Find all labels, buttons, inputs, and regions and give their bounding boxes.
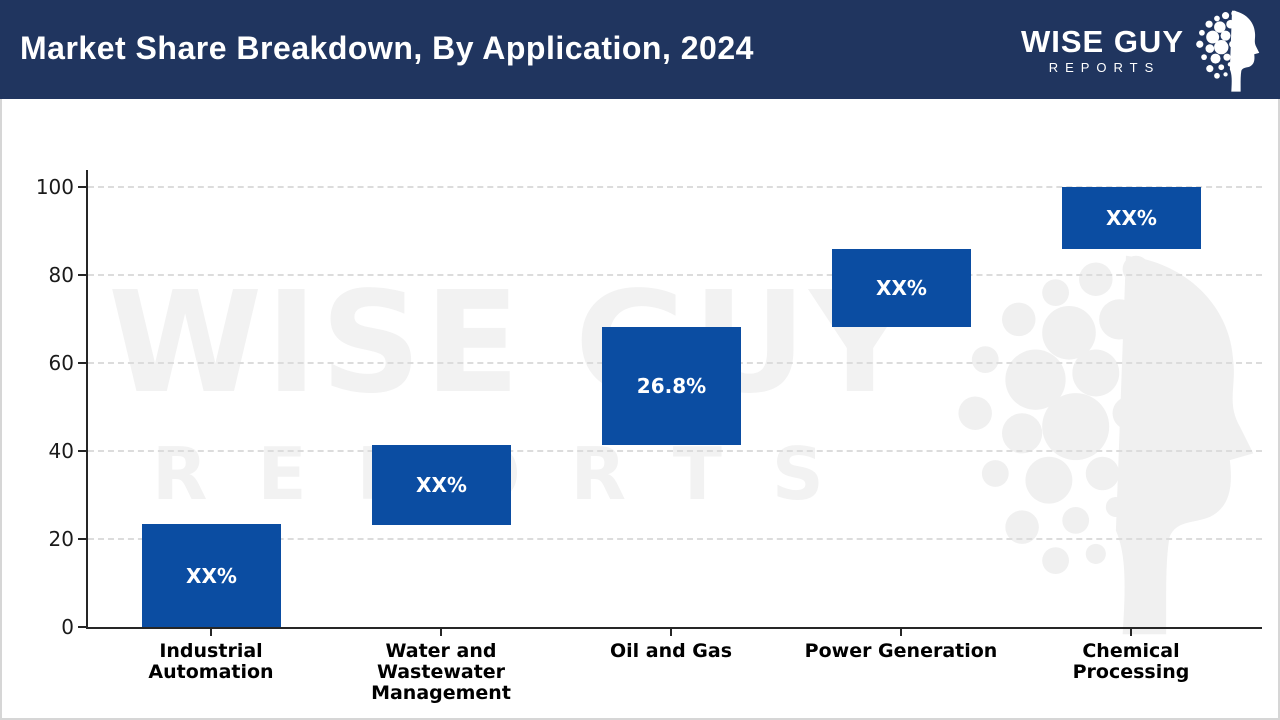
bar-industrial-automation: XX%: [142, 524, 281, 627]
x-tick-chemical-processing: [1130, 629, 1132, 636]
y-tick-60: [78, 362, 86, 364]
y-tick-label-40: 40: [48, 439, 74, 463]
bar-value-label: XX%: [1106, 206, 1157, 230]
y-tick-label-80: 80: [48, 263, 74, 287]
watermark-subtitle: REPORTS: [152, 432, 874, 516]
bar-value-label: 26.8%: [636, 374, 707, 398]
bar-chemical-processing: XX%: [1062, 187, 1201, 249]
y-tick-label-0: 0: [61, 615, 74, 639]
y-axis-line: [86, 170, 88, 629]
bar-oil-and-gas: 26.8%: [602, 327, 741, 445]
y-tick-100: [78, 186, 86, 188]
page-title: Market Share Breakdown, By Application, …: [20, 30, 754, 66]
y-tick-40: [78, 450, 86, 452]
x-tick-power-generation: [900, 629, 902, 636]
y-tick-label-20: 20: [48, 527, 74, 551]
x-tick-water-and-wastewater-management: [440, 629, 442, 636]
bar-water-and-wastewater-management: XX%: [372, 445, 511, 525]
x-axis-line: [86, 627, 1262, 629]
x-label-industrial-automation: Industrial Automation: [148, 640, 274, 683]
y-tick-label-60: 60: [48, 351, 74, 375]
x-label-power-generation: Power Generation: [804, 640, 998, 662]
x-label-water-and-wastewater-management: Water and Wastewater Management: [371, 640, 511, 704]
gridline-40: [88, 450, 1262, 452]
watermark-wordmark: WISE GUY: [108, 262, 914, 425]
wiseguy-logo: WISE GUY REPORTS: [1021, 6, 1266, 94]
bar-value-label: XX%: [876, 276, 927, 300]
x-tick-oil-and-gas: [670, 629, 672, 636]
x-label-oil-and-gas: Oil and Gas: [609, 640, 733, 662]
x-label-chemical-processing: Chemical Processing: [1072, 640, 1190, 683]
wiseguy-head-icon: [1196, 10, 1260, 92]
y-tick-80: [78, 274, 86, 276]
gridline-20: [88, 538, 1262, 540]
wiseguy-logo-text: WISE GUY REPORTS: [1020, 24, 1184, 76]
logo-subtitle: REPORTS: [1048, 60, 1161, 75]
y-tick-20: [78, 538, 86, 540]
gridline-80: [88, 274, 1262, 276]
bar-value-label: XX%: [186, 563, 237, 588]
y-tick-0: [78, 626, 86, 628]
logo-wordmark: WISE GUY: [1020, 24, 1184, 59]
watermark-head-icon: [958, 255, 1254, 635]
x-tick-industrial-automation: [210, 629, 212, 636]
y-tick-label-100: 100: [35, 175, 74, 199]
bar-value-label: XX%: [416, 473, 467, 497]
gridline-100: [88, 186, 1262, 188]
bar-power-generation: XX%: [832, 249, 971, 327]
header-bar: Market Share Breakdown, By Application, …: [0, 0, 1280, 99]
